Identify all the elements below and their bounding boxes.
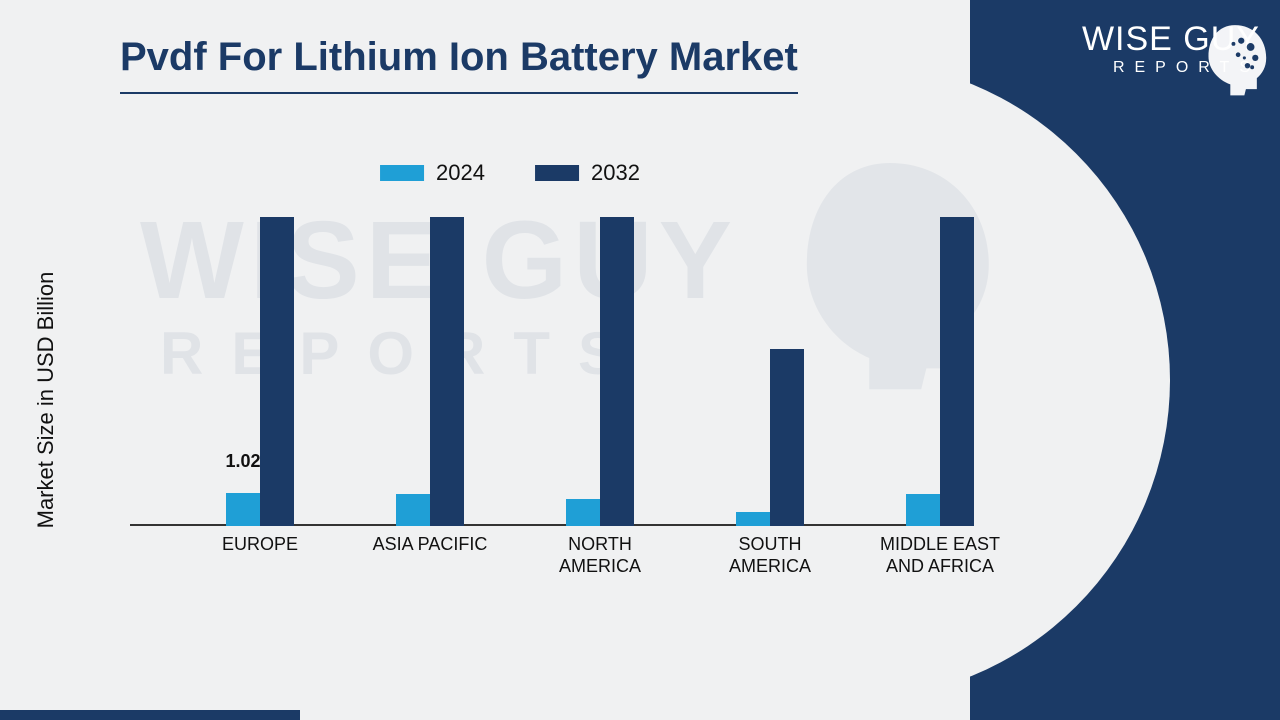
stage: WISE GUY REPORTS WISE GUY REPORTS Pvdf F… — [0, 0, 1280, 720]
bar — [260, 217, 294, 526]
bottom-accent-bar — [0, 710, 300, 720]
bar — [736, 512, 770, 526]
bar — [906, 494, 940, 526]
bar — [396, 494, 430, 526]
bar — [226, 493, 260, 526]
y-axis-label: Market Size in USD Billion — [33, 272, 59, 529]
bar-group: SOUTH AMERICA — [700, 349, 840, 526]
category-label: ASIA PACIFIC — [360, 526, 500, 556]
brand-head-icon — [1196, 22, 1274, 100]
legend-item-2024: 2024 — [380, 160, 485, 186]
bar-group: ASIA PACIFIC — [360, 217, 500, 526]
category-label: MIDDLE EAST AND AFRICA — [870, 526, 1010, 577]
bar — [940, 217, 974, 526]
bar — [566, 499, 600, 526]
chart-area: Market Size in USD Billion 2024 2032 EUR… — [60, 170, 960, 630]
legend-label-2024: 2024 — [436, 160, 485, 186]
legend-swatch-2024 — [380, 165, 424, 181]
bar-group: NORTH AMERICA — [530, 217, 670, 526]
chart-title: Pvdf For Lithium Ion Battery Market — [120, 35, 798, 94]
legend-swatch-2032 — [535, 165, 579, 181]
bar — [770, 349, 804, 526]
category-label: EUROPE — [190, 526, 330, 556]
bar — [600, 217, 634, 526]
legend-label-2032: 2032 — [591, 160, 640, 186]
bar-group: EUROPE — [190, 217, 330, 526]
category-label: SOUTH AMERICA — [700, 526, 840, 577]
plot-region: EUROPEASIA PACIFICNORTH AMERICASOUTH AME… — [130, 204, 960, 526]
legend-item-2032: 2032 — [535, 160, 640, 186]
bar-group: MIDDLE EAST AND AFRICA — [870, 217, 1010, 526]
legend: 2024 2032 — [380, 160, 640, 186]
category-label: NORTH AMERICA — [530, 526, 670, 577]
value-label: 1.02 — [225, 451, 260, 472]
bar — [430, 217, 464, 526]
